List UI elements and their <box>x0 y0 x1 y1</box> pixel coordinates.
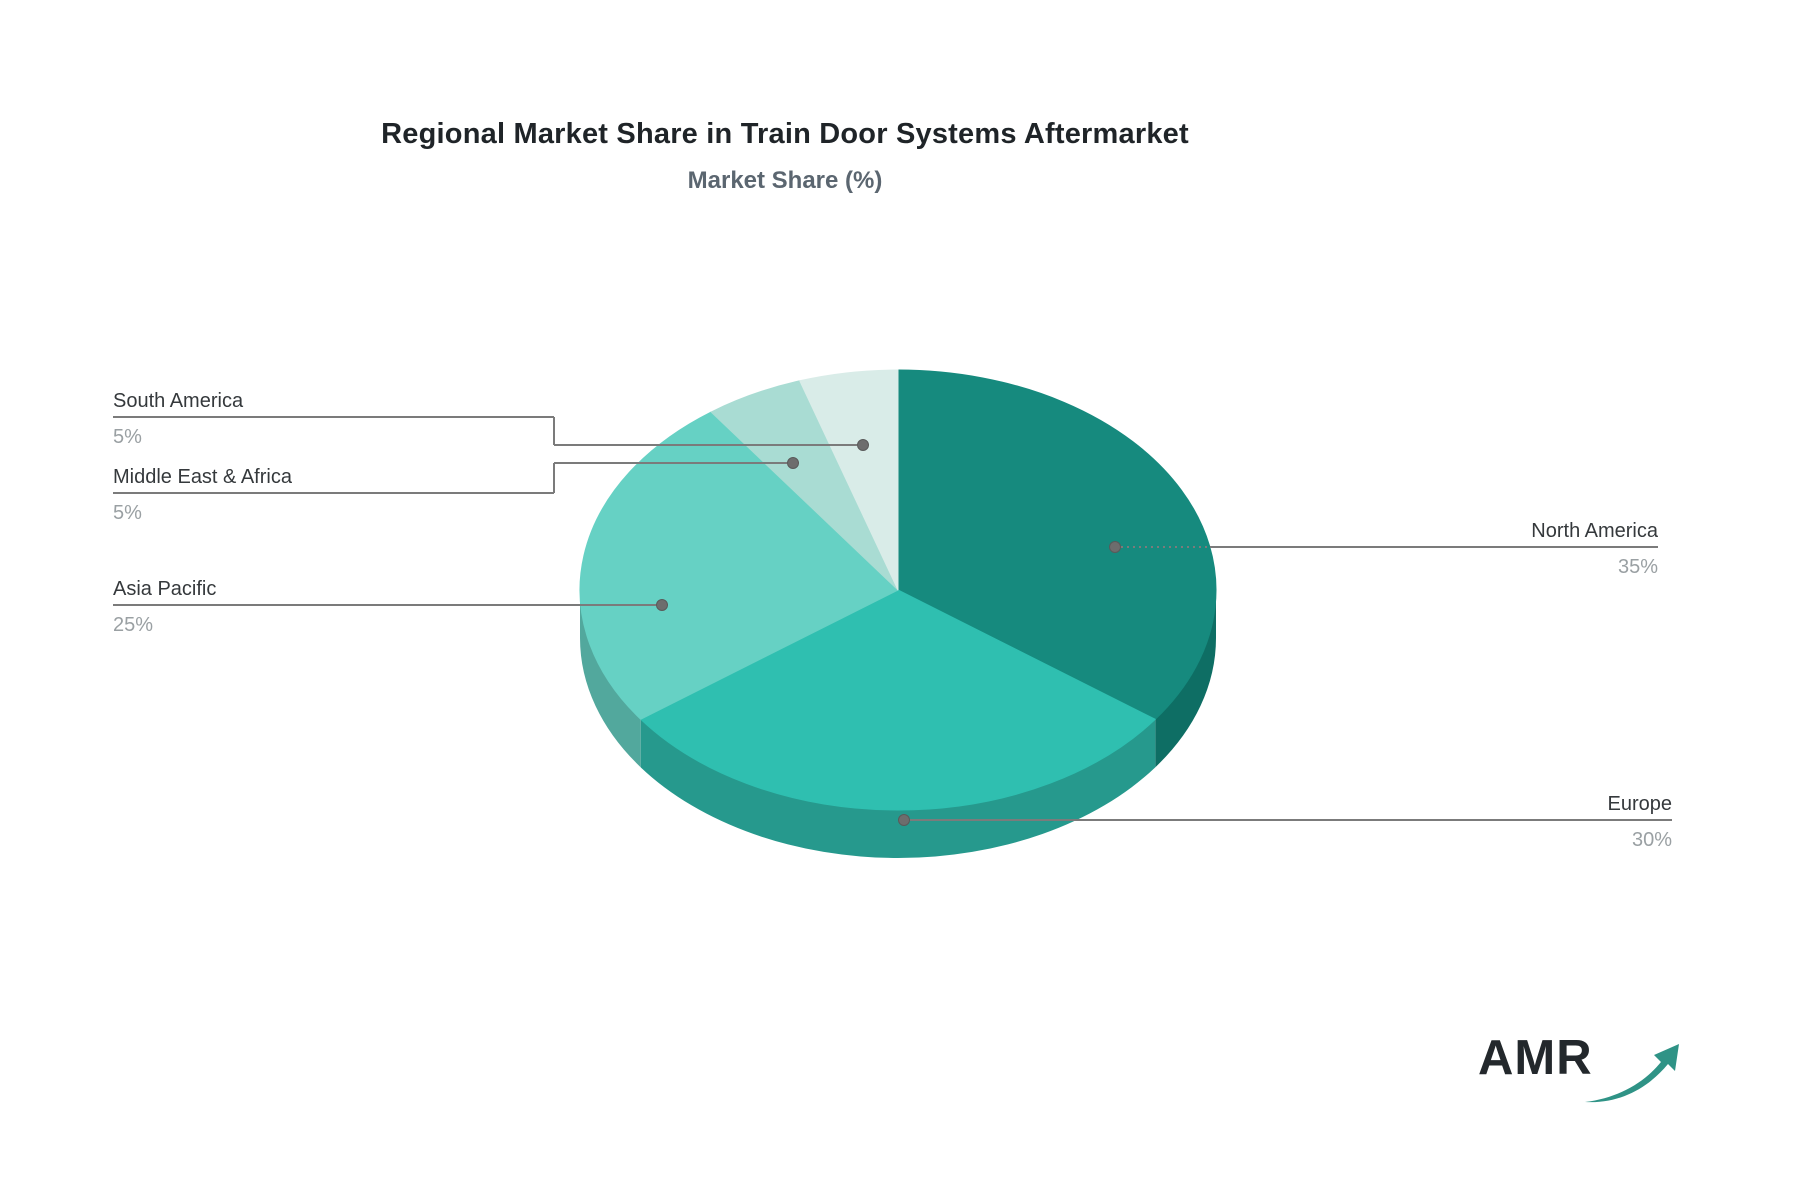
pie-slice-europe[interactable] <box>639 589 1157 811</box>
slice-label-middle-east-africa: Middle East & Africa <box>113 466 292 488</box>
slice-label-south-america: South America <box>113 390 244 412</box>
pie-slice-side-europe <box>640 719 1156 858</box>
pie-slice-side-asia-pacific <box>580 590 641 768</box>
chart-title: Regional Market Share in Train Door Syst… <box>381 118 1189 150</box>
pie-slice-south-america[interactable] <box>799 369 899 591</box>
slice-value-middle-east-africa: 5% <box>113 502 142 524</box>
slice-value-north-america: 35% <box>1617 556 1658 578</box>
connector-dot-middle-east-africa <box>787 457 799 469</box>
connector-dot-north-america <box>1109 541 1121 553</box>
slice-value-south-america: 5% <box>113 426 142 448</box>
amr-logo-text: AMR <box>1478 1031 1593 1085</box>
slice-label-north-america: North America <box>1531 520 1658 542</box>
slice-value-europe: 30% <box>1631 829 1672 851</box>
pie-slice-north-america[interactable] <box>897 369 1217 720</box>
logo-arrow-icon <box>1585 1044 1679 1103</box>
connector-dot-south-america <box>857 439 869 451</box>
amr-logo: AMR <box>1478 1031 1679 1114</box>
connector-dot-europe <box>898 814 910 826</box>
slice-label-asia-pacific: Asia Pacific <box>113 578 217 600</box>
slice-value-asia-pacific: 25% <box>113 614 154 636</box>
slice-label-europe: Europe <box>1607 793 1673 815</box>
pie-slice-side-north-america <box>1155 590 1216 768</box>
chart-subtitle: Market Share (%) <box>687 167 883 194</box>
connector-dot-asia-pacific <box>656 599 668 611</box>
pie-slice-asia-pacific[interactable] <box>579 411 899 720</box>
